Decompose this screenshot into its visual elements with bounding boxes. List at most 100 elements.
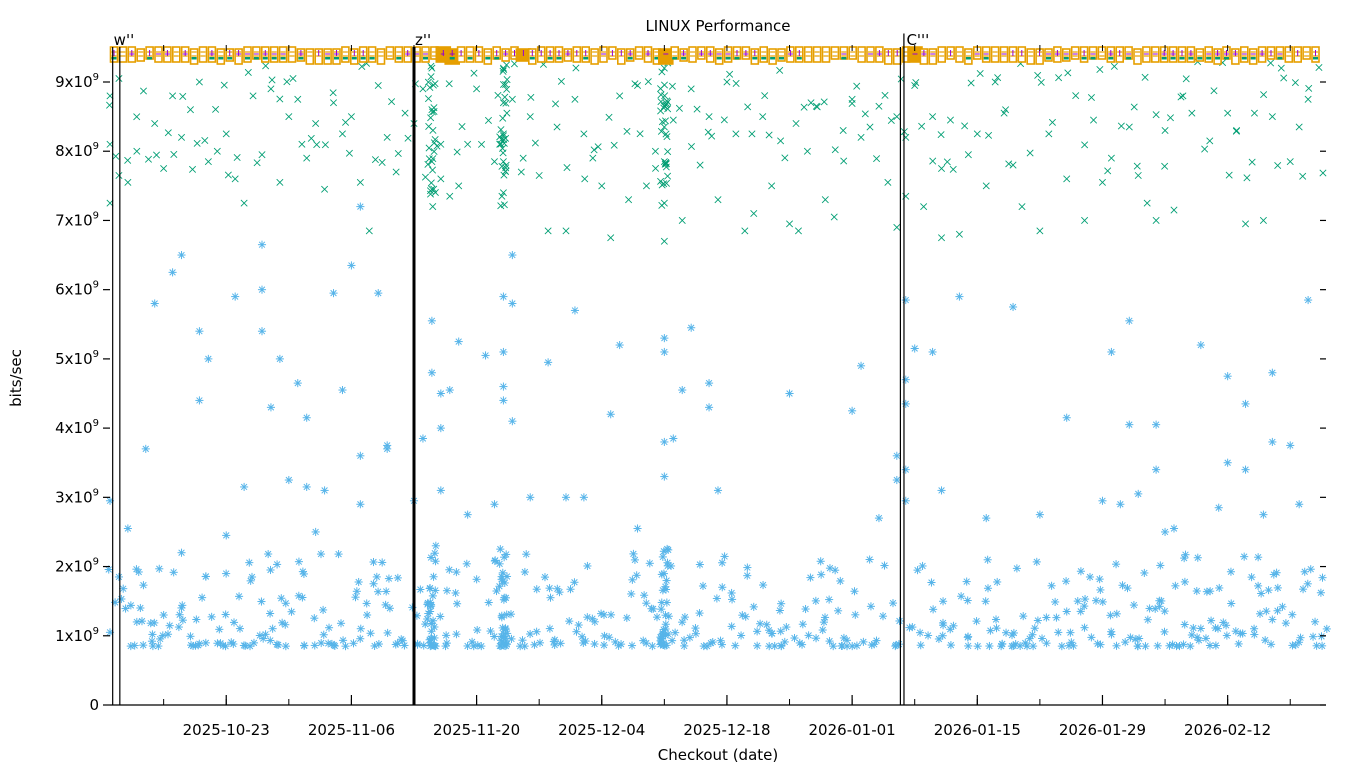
data-point-low [866,601,876,611]
data-point-low [1151,465,1161,475]
data-point-high [1087,93,1096,102]
data-point-high [115,74,123,83]
data-point-high [840,157,848,165]
data-point-low [1310,617,1320,627]
data-point-low [1306,564,1316,574]
data-point-high [581,175,589,183]
data-point-low [652,612,662,622]
data-point-low [981,513,991,523]
data-point-low [373,288,383,298]
data-point-low [1053,627,1063,637]
data-point-low [736,630,746,641]
data-point-high [589,154,597,162]
data-point-low [632,523,643,534]
data-point-low [149,618,159,628]
data-point-high [830,213,838,221]
data-point-low [498,382,508,392]
data-point-high [1107,154,1116,162]
data-point-low [1178,639,1189,649]
data-point-low [901,295,911,305]
data-point-low [639,590,649,600]
data-point-low [938,631,948,641]
data-point-high [848,95,856,103]
data-point-low [123,523,133,534]
data-point-low [1223,458,1233,468]
data-point-low [983,555,993,565]
data-point-high [1104,167,1112,175]
data-point-high [115,171,123,180]
data-point-high [164,129,172,137]
data-point-low [1140,641,1151,651]
data-point-high [338,130,347,138]
data-point-low [1124,316,1134,326]
data-point-high [664,147,672,156]
x-tick-label: 2025-11-06 [308,721,395,739]
data-point-low [239,482,249,492]
data-point-low [1050,597,1060,607]
checkout-box-marker [1159,46,1169,63]
data-point-low [1065,628,1075,638]
data-point-low [659,333,669,343]
data-point-high [419,85,427,93]
data-point-low [850,610,860,620]
checkout-box-marker [403,46,413,63]
data-point-low [372,572,382,582]
data-point-low [1222,631,1232,641]
data-point-low [554,587,565,597]
data-point-high [356,178,364,187]
data-point-low [348,638,359,648]
checkout-box-marker [358,46,368,63]
data-point-high [1243,174,1251,182]
data-point-low [1218,617,1228,628]
checkout-box-marker [955,46,964,63]
data-point-low [670,628,680,638]
data-point-high [404,134,412,142]
data-point-low [869,639,879,649]
data-point-low [918,561,928,571]
y-tick-label: 4x109 [55,418,99,437]
data-point-low [419,640,429,651]
data-point-low [797,640,807,650]
data-point-high [283,78,291,86]
data-point-high [1232,126,1241,135]
data-point-low [324,623,334,633]
data-point-high [213,147,221,155]
data-point-high [820,98,828,106]
data-point-high [160,164,168,173]
data-point-low [1169,523,1179,534]
data-point-high [776,66,784,75]
data-point-high [503,109,511,117]
data-point-low [521,549,531,559]
data-point-high [392,168,400,176]
data-point-low [399,640,409,650]
data-point-low [962,577,972,587]
data-point-low [532,584,542,594]
data-point-high [551,100,560,108]
data-point-low [1253,552,1263,562]
data-point-low [907,622,917,632]
data-point-low [476,641,486,651]
checkout-box-marker [278,46,288,63]
data-point-low [901,399,911,409]
checkout-box-marker [741,46,751,60]
data-point-low [1273,583,1283,593]
data-point-low [660,610,671,620]
data-point-low [835,576,845,586]
checkout-box-marker [616,48,626,65]
checkout-box-marker [1070,46,1080,60]
data-point-high [572,64,580,72]
data-point-low [758,580,768,590]
data-point-low [494,581,504,591]
checkout-box-marker [732,46,742,60]
data-point-low [229,617,239,627]
data-point-high [321,141,330,149]
data-point-low [436,388,446,399]
data-point-high [1048,118,1057,127]
annotation-label: |C''' [901,31,929,49]
data-point-low [849,586,860,596]
data-point-low [915,628,925,638]
data-point-high [660,199,668,207]
data-point-high [748,130,756,138]
data-point-high [920,202,928,211]
y-tick-label: 7x109 [55,210,99,229]
